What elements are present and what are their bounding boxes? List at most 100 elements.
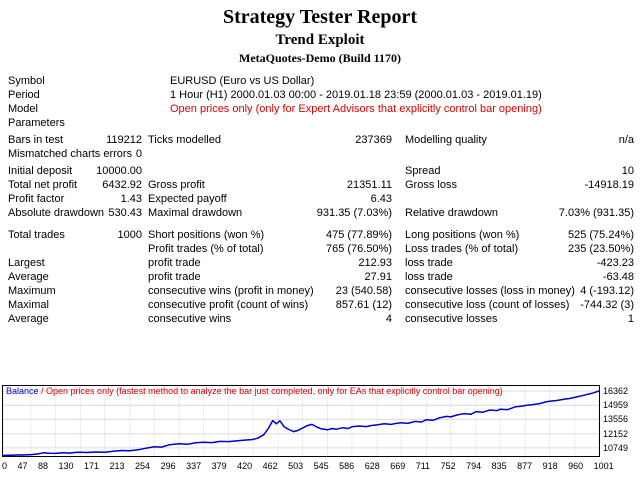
stat-label: consecutive losses [405,313,498,325]
stat-value: 475 (77.89%) [325,229,392,241]
x-axis-label: 130 [58,461,74,471]
parameters-row: Parameters [0,116,640,130]
stat-label: Total trades [8,229,65,241]
stat-label: Initial deposit [8,165,73,177]
stat-label: Spread [405,165,441,177]
stat-label: profit trade [148,271,201,283]
stat-label: Ticks modelled [148,134,221,146]
stat-row: Mismatched charts errors 0 [0,147,640,161]
row-value: EURUSD (Euro vs US Dollar) [170,75,315,87]
stat-value: 119212 [106,134,142,146]
stat-label: Loss trades (% of total) [405,243,519,255]
stat-value: n/a [618,134,634,146]
stat-value: 1 [627,313,634,325]
report-table: Symbol EURUSD (Euro vs US Dollar) Period 1 … [0,74,640,326]
stat-label: consecutive loss (count of losses) [405,299,570,311]
row-label: Symbol [8,75,45,87]
x-axis-label: 835 [491,461,507,471]
stat-label: Absolute drawdown [8,207,105,219]
chart-note: Balance / Open prices only (fastest meth… [6,386,503,397]
stat-value: 525 (75.24%) [567,229,634,241]
stat-value: 237369 [355,134,392,146]
stat-label: Average [8,313,49,325]
stat-value: -423.23 [596,257,634,269]
x-axis-label: 918 [542,461,558,471]
stat-value: 21351.11 [346,179,392,191]
x-axis-label: 711 [415,461,431,471]
stat-value: -744.32 (3) [580,299,634,311]
stat-label: Gross profit [148,179,205,191]
stat-label: consecutive wins (profit in money) [148,285,314,297]
y-axis-label: 16362 [603,385,629,396]
stat-label: Bars in test [8,134,64,146]
y-axis-label: 14959 [603,400,629,411]
row-label: Period [8,89,40,101]
stat-label: Gross loss [405,179,457,191]
stat-row: Total trades 1000 Short positions (won %) 4… [0,228,640,242]
stat-label: Maximal [8,299,49,311]
y-axis-label: 13556 [603,414,629,425]
stat-label: Mismatched charts errors [8,148,133,160]
symbol-row: Symbol EURUSD (Euro vs US Dollar) [0,74,640,88]
stat-value: 765 (76.50%) [325,243,392,255]
row-label: Parameters [8,117,65,129]
stat-value: 235 (23.50%) [567,243,634,255]
x-axis-label: 213 [109,461,125,471]
period-row: Period 1 Hour (H1) 2000.01.03 00:00 - 201… [0,88,640,102]
x-axis-label: 960 [568,461,584,471]
model-note-label: / Open prices only (fastest method to an… [38,386,503,396]
expert-name: Trend Exploit [275,32,365,48]
stat-label: Modelling quality [405,134,487,146]
model-row: Model Open prices only (only for Expert A… [0,102,640,116]
stat-value: 4 [385,313,392,325]
balance-line-plot [3,386,599,456]
stat-value: 857.61 (12) [335,299,392,311]
x-axis-label: 254 [135,461,151,471]
stat-label: loss trade [405,257,453,269]
stat-value: 931.35 (7.03%) [316,207,392,219]
row-label: Model [8,103,38,115]
stat-value: 27.91 [364,271,392,283]
row-value: Open prices only (only for Expert Adviso… [170,103,542,115]
balance-legend-label: Balance [6,386,39,396]
x-axis-label: 337 [186,461,202,471]
x-axis-label: 545 [313,461,329,471]
server-build: MetaQuotes-Demo (Build 1170) [239,51,401,65]
stat-label: Average [8,271,49,283]
y-axis-label: 12152 [603,428,629,439]
stat-value: 530.43 [108,207,142,219]
stat-row: Maximal consecutive profit (count of wins… [0,298,640,312]
stat-label: Short positions (won %) [148,229,265,241]
x-axis-label: 0 [2,461,8,471]
stat-row: Profit factor 1.43 Expected payoff 6.43 [0,192,640,206]
x-axis-label: 379 [211,461,227,471]
balance-chart: Balance / Open prices only (fastest meth… [2,385,600,457]
stat-label: Long positions (won %) [405,229,520,241]
x-axis: 0 47 88 130 171 213 254 296 337 379 420 462 503 545 58… [2,461,614,471]
x-axis-label: 296 [160,461,176,471]
x-axis-label: 462 [262,461,278,471]
stat-label: Maximum [8,285,56,297]
stat-row: Total net profit 6432.92 Gross profit 21351… [0,178,640,192]
stat-row: Largest profit trade 212.93 loss trade -423.… [0,256,640,270]
stat-row: Bars in test 119212 Ticks modelled 237369 Mo… [0,133,640,147]
x-axis-label: 420 [237,461,253,471]
x-axis-label: 669 [390,461,406,471]
stat-value: 212.93 [358,257,392,269]
stat-label: Relative drawdown [405,207,498,219]
group-spacer [0,220,640,228]
stat-label: Profit factor [8,193,65,205]
stat-value: -63.48 [602,271,634,283]
stat-label: Maximal drawdown [148,207,243,219]
stat-value: 0 [135,148,142,160]
stat-row: Average profit trade 27.91 loss trade -63.48 [0,270,640,284]
stat-value: 6.43 [370,193,392,205]
x-axis-label: 628 [364,461,380,471]
x-axis-label: 752 [440,461,456,471]
stat-row: Average consecutive wins 4 consecutive loss… [0,312,640,326]
y-axis-label: 10749 [603,442,629,453]
stat-value: 7.03% (931.35) [558,207,634,219]
x-axis-label: 1001 [593,461,614,471]
stat-label: Largest [8,257,45,269]
